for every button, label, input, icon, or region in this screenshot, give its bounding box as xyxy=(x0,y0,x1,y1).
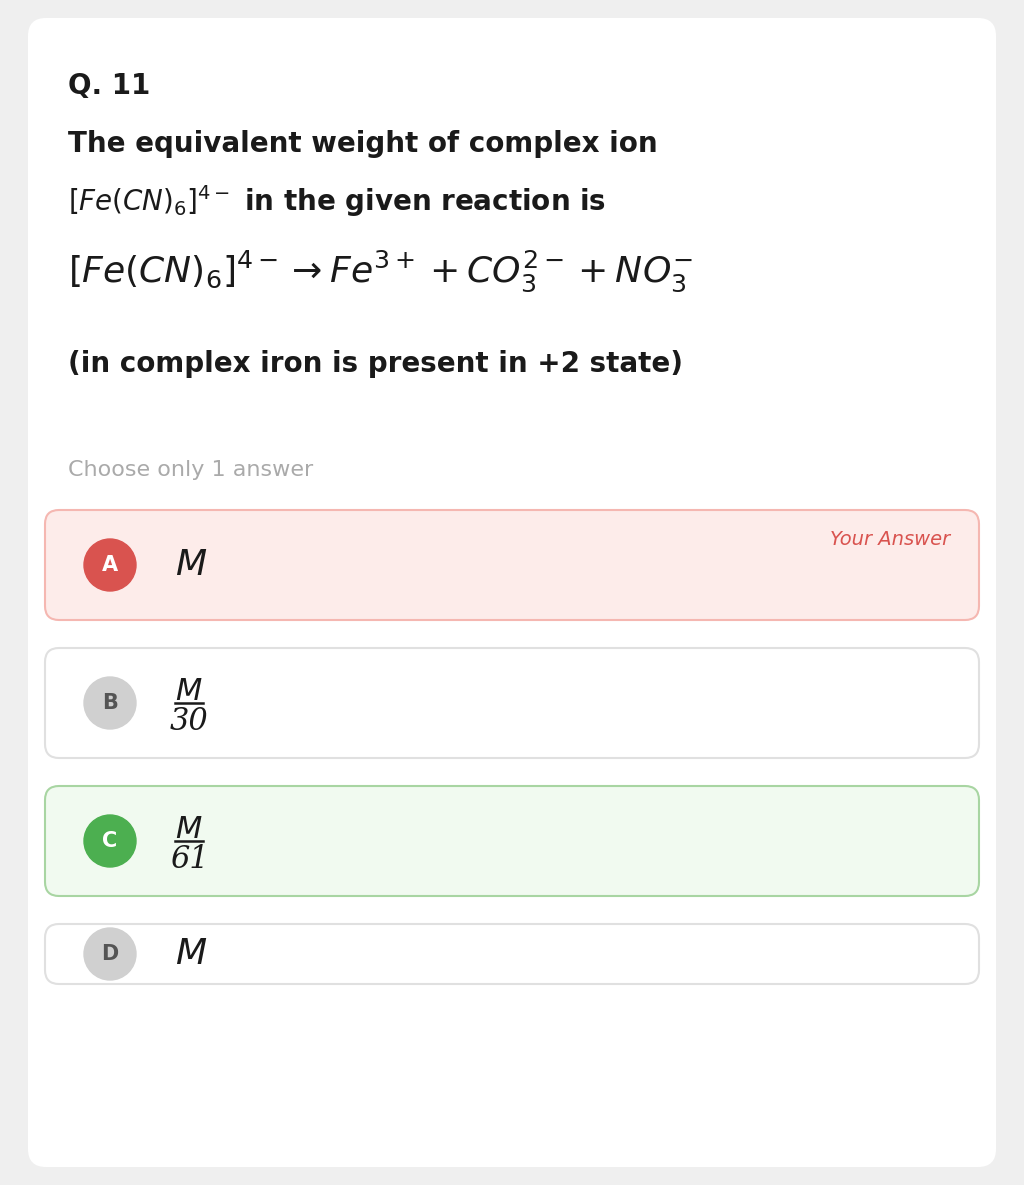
Text: The equivalent weight of complex ion: The equivalent weight of complex ion xyxy=(68,130,657,158)
FancyBboxPatch shape xyxy=(45,648,979,758)
Circle shape xyxy=(84,677,136,729)
Text: $M$: $M$ xyxy=(175,813,203,845)
Text: $M$: $M$ xyxy=(175,937,207,971)
FancyBboxPatch shape xyxy=(45,786,979,896)
FancyBboxPatch shape xyxy=(28,18,996,1167)
Circle shape xyxy=(84,928,136,980)
Text: Choose only 1 answer: Choose only 1 answer xyxy=(68,460,313,480)
Text: Q. 11: Q. 11 xyxy=(68,72,151,100)
FancyBboxPatch shape xyxy=(45,924,979,984)
Text: D: D xyxy=(101,944,119,965)
Text: $[Fe(CN)_6]^{4-}$ in the given reaction is: $[Fe(CN)_6]^{4-}$ in the given reaction … xyxy=(68,182,606,219)
Text: 30: 30 xyxy=(170,705,208,737)
Text: $M$: $M$ xyxy=(175,547,207,582)
Text: (in complex iron is present in +2 state): (in complex iron is present in +2 state) xyxy=(68,350,683,378)
Text: C: C xyxy=(102,831,118,851)
Text: $M$: $M$ xyxy=(175,675,203,706)
Text: Your Answer: Your Answer xyxy=(829,530,950,549)
Circle shape xyxy=(84,815,136,867)
Text: A: A xyxy=(102,555,118,575)
Circle shape xyxy=(84,539,136,591)
FancyBboxPatch shape xyxy=(45,510,979,620)
Text: $[Fe(CN)_6]^{4-} \rightarrow Fe^{3+} + CO_3^{2-} + NO_3^{-}$: $[Fe(CN)_6]^{4-} \rightarrow Fe^{3+} + C… xyxy=(68,248,693,294)
Text: B: B xyxy=(102,693,118,713)
Text: 61: 61 xyxy=(170,844,208,875)
